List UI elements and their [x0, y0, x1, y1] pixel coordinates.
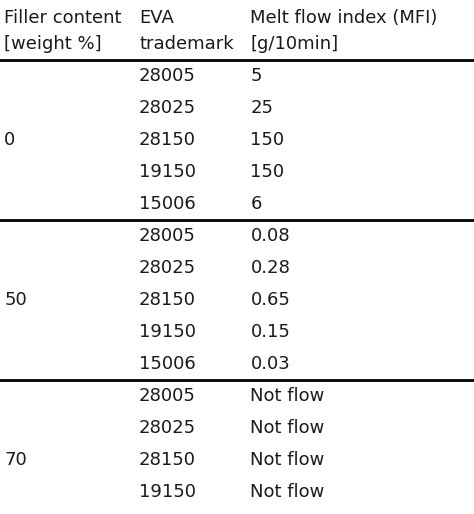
Text: 28025: 28025 [139, 419, 196, 437]
Text: 0.15: 0.15 [250, 323, 291, 341]
Text: 28150: 28150 [139, 451, 196, 469]
Text: trademark: trademark [139, 35, 234, 53]
Text: 28150: 28150 [139, 131, 196, 149]
Text: Not flow: Not flow [250, 451, 325, 469]
Text: 150: 150 [250, 163, 284, 181]
Text: Filler content: Filler content [4, 9, 122, 27]
Text: 28150: 28150 [139, 291, 196, 309]
Text: Not flow: Not flow [250, 483, 325, 501]
Text: 0.28: 0.28 [250, 259, 291, 277]
Text: 50: 50 [4, 291, 27, 309]
Text: Not flow: Not flow [250, 387, 325, 405]
Text: 0: 0 [4, 131, 16, 149]
Text: [weight %]: [weight %] [4, 35, 102, 53]
Text: 0.65: 0.65 [250, 291, 291, 309]
Text: 15006: 15006 [139, 355, 196, 373]
Text: 6: 6 [250, 195, 262, 213]
Text: Melt flow index (MFI): Melt flow index (MFI) [250, 9, 438, 27]
Text: 28005: 28005 [139, 67, 196, 85]
Text: 19150: 19150 [139, 323, 196, 341]
Text: 28025: 28025 [139, 99, 196, 117]
Text: 28025: 28025 [139, 259, 196, 277]
Text: 70: 70 [4, 451, 27, 469]
Text: [g/10min]: [g/10min] [250, 35, 338, 53]
Text: 150: 150 [250, 131, 284, 149]
Text: 0.08: 0.08 [250, 227, 290, 245]
Text: 19150: 19150 [139, 163, 196, 181]
Text: 28005: 28005 [139, 227, 196, 245]
Text: 0.03: 0.03 [250, 355, 290, 373]
Text: 5: 5 [250, 67, 262, 85]
Text: 28005: 28005 [139, 387, 196, 405]
Text: 15006: 15006 [139, 195, 196, 213]
Text: 19150: 19150 [139, 483, 196, 501]
Text: EVA: EVA [139, 9, 174, 27]
Text: Not flow: Not flow [250, 419, 325, 437]
Text: 25: 25 [250, 99, 273, 117]
